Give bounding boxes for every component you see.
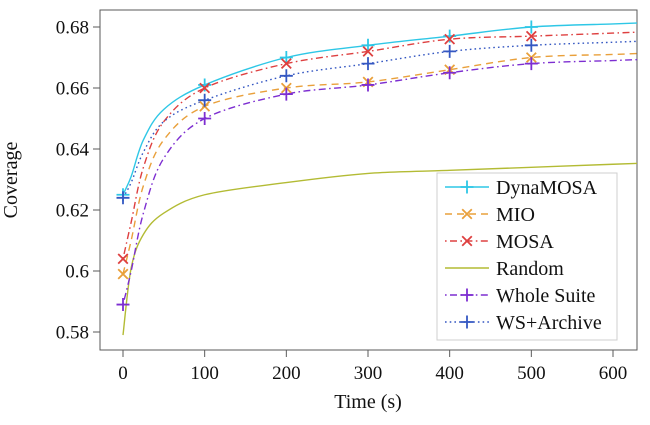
y-tick-label: 0.64 — [56, 140, 90, 161]
legend-label-ws-archive: WS+Archive — [496, 312, 602, 334]
plus-marker — [279, 87, 293, 101]
plus-marker — [361, 78, 375, 92]
x-tick-label: 400 — [435, 363, 464, 384]
series-line-mio — [122, 52, 637, 275]
legend-label-mosa: MOSA — [496, 231, 554, 253]
plus-marker — [361, 38, 375, 52]
series-markers — [116, 20, 538, 312]
series-line-whole-suite — [122, 58, 637, 305]
cross-marker — [525, 30, 537, 42]
plus-marker — [198, 112, 212, 125]
plus-marker — [279, 69, 293, 83]
plus-marker — [460, 180, 474, 194]
cross-marker — [199, 82, 211, 94]
cross-marker — [362, 45, 374, 57]
cross-marker — [461, 208, 473, 220]
x-tick-label: 200 — [272, 363, 301, 384]
y-axis-title: Coverage — [0, 142, 22, 219]
legend: DynaMOSA MIO MOSA Random Whole Suite WS+Archi… — [436, 172, 618, 341]
legend-label-mio: MIO — [496, 204, 535, 226]
plus-marker — [198, 78, 212, 92]
y-tick-label: 0.6 — [65, 262, 89, 283]
plus-marker — [443, 44, 457, 58]
series-line-random — [122, 162, 637, 336]
series-lines — [122, 22, 637, 336]
plus-marker — [443, 66, 457, 80]
cross-marker — [280, 58, 292, 70]
chart-generated-content: 0 100 200 300 400 500 600 0.58 0.6 0.62 0.64 0.66 0.… — [56, 9, 638, 384]
plus-marker — [198, 93, 212, 107]
x-tick-label: 0 — [118, 363, 128, 384]
series-line-dynamosa — [122, 22, 637, 196]
cross-marker — [117, 268, 129, 280]
plus-marker — [361, 57, 375, 71]
plus-marker — [279, 51, 293, 64]
x-tick-label: 100 — [190, 363, 219, 384]
series-line-ws-archive — [122, 40, 637, 199]
legend-box — [436, 172, 618, 341]
x-axis-title: Time (s) — [334, 391, 402, 413]
legend-label-random: Random — [496, 258, 564, 280]
y-tick-label: 0.66 — [56, 79, 89, 100]
plus-marker — [116, 298, 130, 312]
y-tick-label: 0.68 — [56, 18, 89, 39]
series-line-mosa — [122, 31, 637, 259]
x-tick-label: 500 — [517, 363, 546, 384]
cross-marker — [461, 235, 473, 247]
x-tick-label: 600 — [599, 363, 628, 384]
plus-marker — [443, 29, 457, 43]
x-tick-label: 300 — [354, 363, 383, 384]
y-tick-label: 0.58 — [56, 323, 89, 344]
legend-label-whole-suite: Whole Suite — [496, 285, 596, 307]
cross-marker — [444, 33, 456, 45]
cross-marker — [117, 253, 129, 265]
plus-marker — [524, 20, 538, 34]
y-tick-label: 0.62 — [56, 201, 89, 222]
plus-marker — [460, 315, 474, 329]
plus-marker — [116, 191, 130, 205]
plus-marker — [460, 288, 474, 302]
legend-label-dynamosa: DynaMOSA — [496, 177, 598, 199]
plus-marker — [524, 57, 538, 71]
plus-marker — [524, 38, 538, 52]
